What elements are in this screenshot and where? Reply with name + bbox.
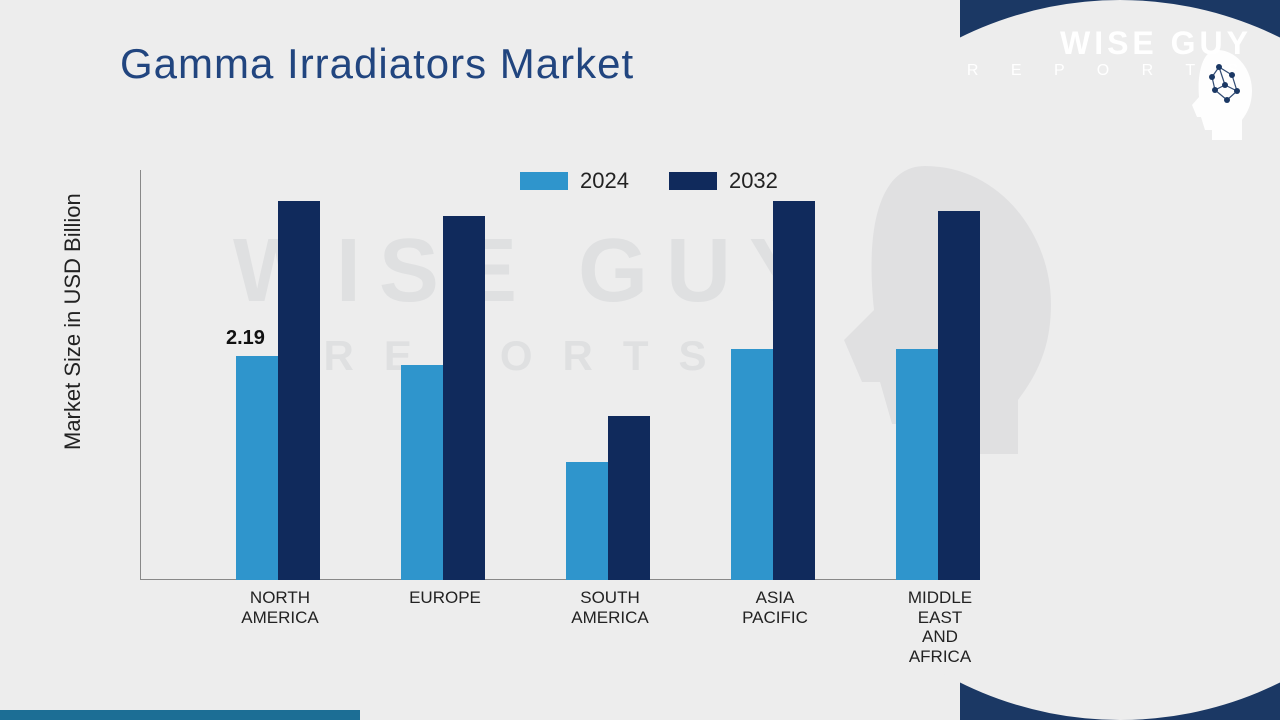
brand-line2: R E P O R T S bbox=[967, 62, 1252, 80]
bar-2032 bbox=[938, 211, 980, 580]
plot-area: 2.19NORTHAMERICAEUROPESOUTHAMERICAASIAPA… bbox=[140, 170, 960, 580]
category-label: MIDDLEEASTANDAFRICA bbox=[860, 580, 1020, 666]
accent-bar bbox=[0, 710, 360, 720]
bar-2024 bbox=[566, 462, 608, 580]
bar-2032 bbox=[608, 416, 650, 580]
brand-line1: WISE GUY bbox=[967, 25, 1252, 62]
category-label: ASIAPACIFIC bbox=[695, 580, 855, 627]
bar-2032 bbox=[443, 216, 485, 580]
bar-2024 bbox=[731, 349, 773, 580]
bar-2024 bbox=[896, 349, 938, 580]
category-label: NORTHAMERICA bbox=[200, 580, 360, 627]
brand-logo: WISE GUY R E P O R T S bbox=[967, 25, 1252, 80]
bar-2032 bbox=[773, 201, 815, 580]
chart-title: Gamma Irradiators Market bbox=[120, 40, 634, 88]
bar-2032 bbox=[278, 201, 320, 580]
category-label: SOUTHAMERICA bbox=[530, 580, 690, 627]
y-axis-label: Market Size in USD Billion bbox=[60, 193, 86, 450]
bar-2024 bbox=[401, 365, 443, 580]
category-label: EUROPE bbox=[365, 580, 525, 608]
canvas: Gamma Irradiators Market WISE GUY R E P … bbox=[0, 0, 1280, 720]
chart-area: Market Size in USD Billion 2.19NORTHAMER… bbox=[70, 150, 970, 710]
bar-2024 bbox=[236, 356, 278, 580]
y-axis-line bbox=[140, 170, 141, 580]
value-label: 2.19 bbox=[226, 327, 265, 350]
